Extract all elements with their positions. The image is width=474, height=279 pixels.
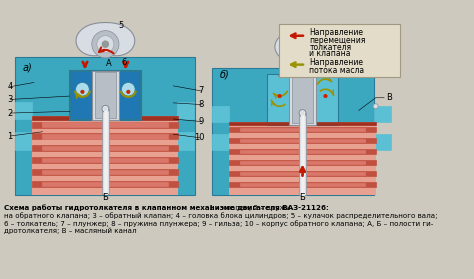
Text: Направление: Направление	[310, 28, 364, 37]
Bar	[292, 76, 313, 123]
Bar	[32, 145, 179, 151]
Text: перемещения: перемещения	[310, 36, 366, 45]
Bar	[240, 172, 365, 175]
Bar	[95, 72, 116, 118]
Bar	[92, 71, 119, 120]
Bar	[212, 68, 374, 196]
Circle shape	[92, 31, 119, 58]
Text: 10: 10	[194, 133, 205, 142]
Circle shape	[102, 41, 109, 48]
Bar	[32, 122, 179, 128]
Bar	[289, 74, 316, 125]
Circle shape	[289, 33, 316, 60]
Circle shape	[81, 90, 84, 93]
Bar	[32, 181, 179, 187]
Text: 3: 3	[8, 95, 13, 104]
Circle shape	[301, 111, 304, 115]
Circle shape	[299, 110, 306, 116]
Text: Направление: Направление	[310, 58, 364, 67]
Bar	[43, 134, 168, 139]
Circle shape	[278, 94, 281, 98]
Circle shape	[117, 78, 139, 100]
Bar	[229, 122, 375, 196]
Circle shape	[127, 90, 130, 93]
Bar	[70, 71, 141, 120]
Ellipse shape	[275, 29, 330, 65]
Bar	[229, 127, 375, 132]
Text: 7: 7	[199, 86, 204, 95]
Bar	[32, 116, 179, 120]
Bar	[301, 113, 304, 196]
Text: 8: 8	[199, 100, 204, 109]
Circle shape	[294, 38, 311, 55]
Circle shape	[299, 43, 306, 50]
Polygon shape	[212, 134, 229, 150]
Bar	[240, 183, 365, 186]
Text: В: В	[386, 93, 392, 102]
Bar	[32, 133, 179, 140]
Bar	[240, 150, 365, 153]
Text: 1 – клапан; 2 – пружи-: 1 – клапан; 2 – пружи-	[207, 205, 293, 211]
Text: А: А	[106, 59, 112, 68]
Circle shape	[97, 36, 114, 53]
Text: 5: 5	[118, 21, 123, 30]
Bar	[229, 182, 375, 187]
Bar	[240, 161, 365, 164]
Text: дротолкателя; В – масляный канал: дротолкателя; В – масляный канал	[4, 228, 137, 234]
Bar	[15, 57, 195, 196]
Bar	[229, 122, 375, 125]
Bar	[229, 171, 375, 176]
Polygon shape	[76, 23, 135, 56]
Text: на обратного клапана; 3 – обратный клапан; 4 – головка блока цилиндров; 5 – кула: на обратного клапана; 3 – обратный клапа…	[4, 213, 438, 219]
Bar	[229, 149, 375, 154]
Bar	[43, 146, 168, 150]
Polygon shape	[177, 132, 194, 150]
Text: б): б)	[220, 70, 230, 80]
Text: а): а)	[23, 62, 33, 72]
Bar	[229, 160, 375, 165]
Circle shape	[76, 83, 89, 96]
Bar	[32, 116, 179, 196]
Text: и клапана: и клапана	[310, 49, 351, 58]
Polygon shape	[374, 134, 391, 150]
Polygon shape	[15, 102, 32, 119]
Bar	[43, 158, 168, 162]
Circle shape	[72, 78, 93, 100]
Text: 1: 1	[8, 131, 13, 141]
Polygon shape	[15, 132, 32, 150]
Text: Б: Б	[300, 193, 305, 202]
Polygon shape	[212, 106, 229, 122]
Circle shape	[104, 107, 107, 110]
Bar	[43, 122, 168, 127]
Bar	[240, 139, 365, 142]
Bar	[267, 74, 338, 125]
Polygon shape	[374, 106, 391, 122]
Circle shape	[373, 104, 378, 109]
Bar	[299, 113, 306, 196]
Text: 9: 9	[199, 117, 204, 126]
Bar	[240, 128, 365, 131]
Text: 6: 6	[121, 57, 127, 67]
Circle shape	[102, 105, 109, 112]
Circle shape	[121, 83, 135, 96]
Bar	[43, 170, 168, 174]
Text: Схема работы гидротолкателя в клапанном механизме двигателя ВАЗ-21126:: Схема работы гидротолкателя в клапанном …	[4, 205, 329, 211]
Bar	[32, 169, 179, 175]
Text: 4: 4	[8, 82, 13, 91]
Bar	[102, 109, 109, 194]
Text: Б: Б	[102, 193, 109, 202]
Bar	[43, 182, 168, 186]
Bar	[70, 71, 141, 120]
Bar	[279, 24, 400, 76]
Bar	[32, 157, 179, 163]
Text: потока масла: потока масла	[310, 66, 365, 75]
Text: толкателя: толкателя	[310, 42, 351, 52]
Bar	[229, 138, 375, 143]
Text: 2: 2	[8, 109, 13, 117]
Bar	[104, 109, 107, 194]
Text: 6 – толкатель; 7 – плунжер; 8 – пружина плунжера; 9 – гильза; 10 – корпус обратн: 6 – толкатель; 7 – плунжер; 8 – пружина …	[4, 220, 434, 227]
Circle shape	[324, 94, 327, 98]
Polygon shape	[177, 102, 194, 119]
